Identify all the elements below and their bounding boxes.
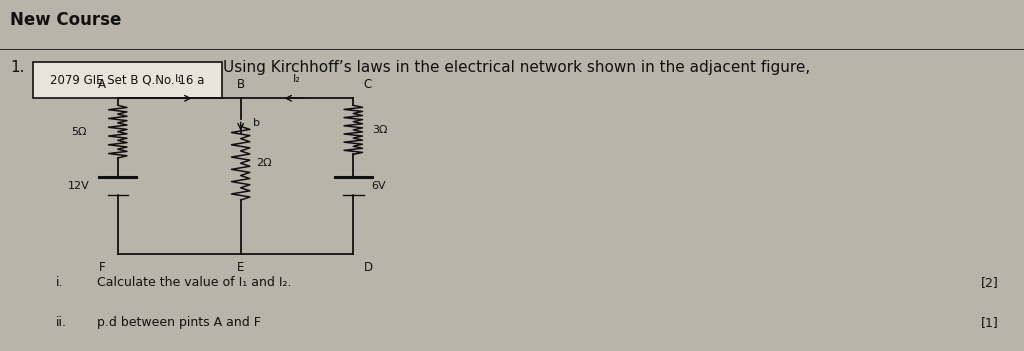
Text: D: D [364, 261, 373, 274]
Text: 6V: 6V [372, 181, 386, 191]
Text: B: B [237, 78, 245, 91]
Text: 2Ω: 2Ω [256, 158, 271, 168]
Text: 2079 GIE Set B Q.No. 16 a: 2079 GIE Set B Q.No. 16 a [50, 74, 205, 87]
Text: I₂: I₂ [293, 74, 301, 84]
Text: A: A [97, 78, 105, 91]
Text: 5Ω: 5Ω [72, 127, 87, 137]
Text: New Course: New Course [10, 11, 122, 28]
FancyBboxPatch shape [33, 62, 222, 98]
Text: ii.: ii. [56, 316, 68, 329]
Text: b: b [253, 118, 260, 128]
Text: C: C [364, 78, 372, 91]
Text: F: F [99, 261, 105, 274]
Text: 12V: 12V [68, 181, 89, 191]
Text: I₁: I₁ [175, 74, 183, 84]
Text: Using Kirchhoff’s laws in the electrical network shown in the adjacent figure,: Using Kirchhoff’s laws in the electrical… [223, 60, 810, 75]
Text: i.: i. [56, 276, 63, 289]
Text: p.d between pints A and F: p.d between pints A and F [97, 316, 261, 329]
Text: 1.: 1. [10, 60, 25, 75]
Text: 3Ω: 3Ω [372, 125, 387, 135]
Text: [1]: [1] [981, 316, 998, 329]
Text: [2]: [2] [981, 276, 998, 289]
Text: E: E [237, 261, 245, 274]
Text: Calculate the value of I₁ and I₂.: Calculate the value of I₁ and I₂. [97, 276, 292, 289]
